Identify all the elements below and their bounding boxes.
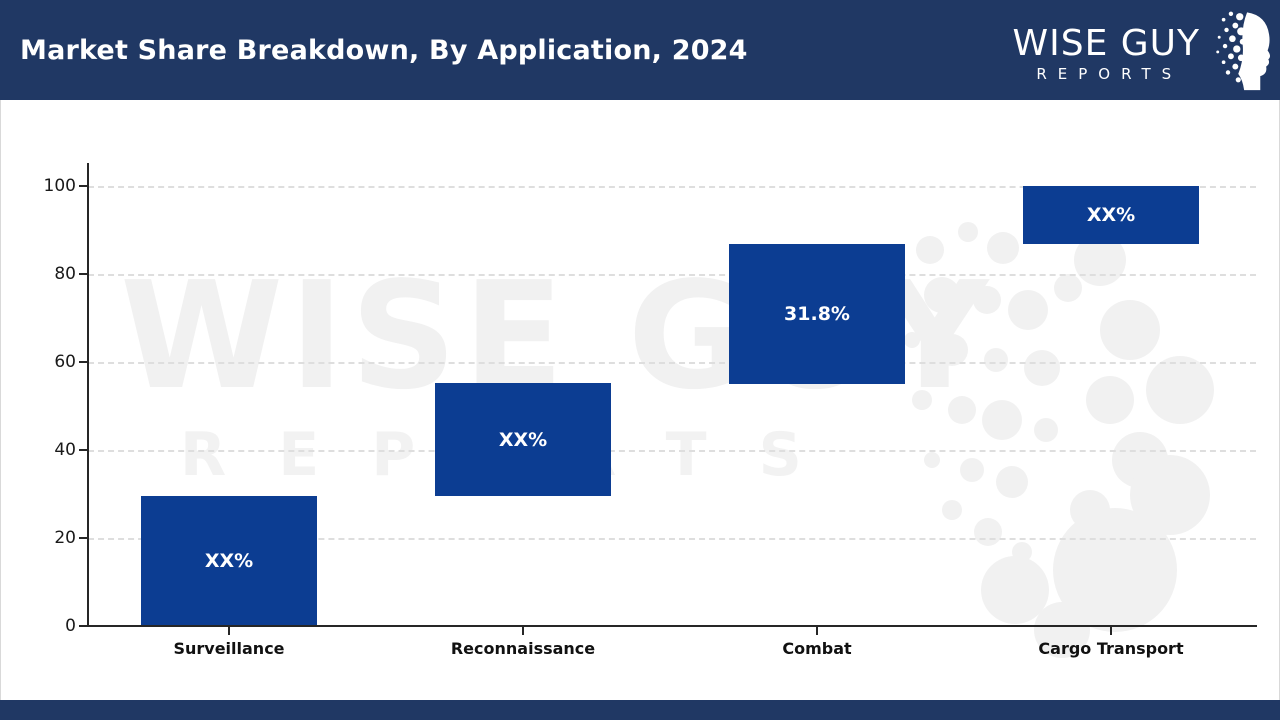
x-tick-label-0: Surveillance [173,639,285,658]
y-tick-label-0: 0 [65,616,76,636]
dotted-head-icon [1216,11,1270,91]
logo-subtitle: REPORTS [1036,65,1183,83]
y-axis-line [87,163,89,627]
x-tick-1 [522,627,524,635]
y-tick-label-80: 80 [54,264,76,284]
logo-text: WISE GUY REPORTS [1012,23,1201,84]
bar-value-label: 31.8% [784,303,850,326]
y-tick-20 [79,537,88,539]
y-tick-label-60: 60 [54,352,76,372]
bar-value-label: XX% [498,428,548,451]
bar-reconnaissance: XX% [435,383,611,497]
y-tick-0 [79,625,88,627]
bar-value-label: XX% [204,550,254,573]
gridline-60 [88,362,1256,364]
x-tick-label-2: Combat [782,639,852,658]
gridline-80 [88,274,1256,276]
x-tick-0 [228,627,230,635]
chart-area: WISE GUY REPORTS [0,100,1280,700]
y-tick-100 [79,185,88,187]
logo-wordmark: WISE GUY [1012,23,1200,64]
page-title: Market Share Breakdown, By Application, … [20,34,748,66]
y-tick-60 [79,361,88,363]
x-tick-2 [816,627,818,635]
bar-surveillance: XX% [141,496,317,626]
x-tick-label-3: Cargo Transport [1038,639,1184,658]
gridline-40 [88,450,1256,452]
gridline-100 [88,186,1256,188]
y-tick-label-40: 40 [54,440,76,460]
y-tick-label-20: 20 [54,528,76,548]
y-tick-40 [79,449,88,451]
x-tick-label-1: Reconnaissance [450,639,596,658]
x-axis-line [87,625,1257,627]
gridline-20 [88,538,1256,540]
bar-cargo-transport: XX% [1023,186,1199,245]
bar-value-label: XX% [1086,204,1136,227]
x-tick-3 [1110,627,1112,635]
header-bar: Market Share Breakdown, By Application, … [0,0,1280,100]
y-tick-label-100: 100 [43,176,76,196]
y-tick-80 [79,273,88,275]
wise-guy-reports-logo: WISE GUY REPORTS [1013,6,1273,92]
footer-bar [0,700,1280,720]
bar-combat: 31.8% [729,244,905,384]
